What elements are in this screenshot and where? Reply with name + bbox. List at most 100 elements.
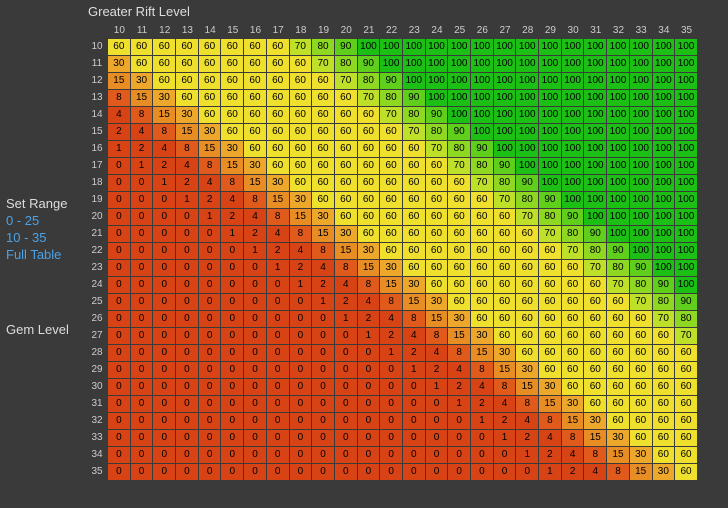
table-row: 2400000000124815306060606060606060708090… [86, 277, 728, 293]
heatmap-cell: 0 [221, 396, 243, 412]
heatmap-cell: 100 [675, 90, 697, 106]
heatmap-cell: 60 [539, 345, 561, 361]
row-header: 21 [86, 226, 108, 242]
heatmap-cell: 60 [244, 90, 266, 106]
heatmap-cell: 0 [221, 311, 243, 327]
heatmap-cell: 1 [131, 158, 153, 174]
heatmap-cell: 100 [630, 175, 652, 191]
heatmap-cell: 80 [562, 226, 584, 242]
heatmap-cell: 100 [448, 56, 470, 72]
heatmap-cell: 60 [403, 192, 425, 208]
heatmap-cell: 90 [516, 175, 538, 191]
heatmap-cell: 60 [290, 141, 312, 157]
heatmap-cell: 100 [380, 56, 402, 72]
heatmap-cell: 1 [199, 209, 221, 225]
heatmap-cell: 60 [221, 39, 243, 55]
heatmap-cell: 100 [607, 73, 629, 89]
heatmap-cell: 60 [494, 277, 516, 293]
heatmap-cell: 4 [426, 345, 448, 361]
heatmap-cell: 0 [267, 447, 289, 463]
heatmap-cell: 15 [426, 311, 448, 327]
table-row: 34000000000000000000124815306060 [86, 447, 728, 463]
heatmap-cell: 100 [653, 226, 675, 242]
range-10-35-link[interactable]: 10 - 35 [6, 229, 67, 246]
heatmap-cell: 100 [630, 73, 652, 89]
heatmap-cell: 15 [607, 447, 629, 463]
heatmap-cell: 0 [221, 260, 243, 276]
heatmap-cell: 0 [448, 447, 470, 463]
heatmap-cell: 0 [108, 447, 130, 463]
heatmap-cell: 60 [562, 345, 584, 361]
heatmap-cell: 8 [290, 226, 312, 242]
heatmap-cell: 0 [176, 277, 198, 293]
heatmap-cell: 100 [584, 141, 606, 157]
heatmap-cell: 30 [630, 447, 652, 463]
heatmap-cell: 8 [471, 362, 493, 378]
heatmap-cell: 60 [244, 39, 266, 55]
heatmap-cell: 60 [562, 294, 584, 310]
heatmap-cell: 90 [584, 226, 606, 242]
table-row: 1800124815306060606060606060708090100100… [86, 175, 728, 191]
heatmap-cell: 100 [426, 39, 448, 55]
heatmap-cell: 0 [516, 464, 538, 480]
heatmap-cell: 0 [358, 396, 380, 412]
heatmap-cell: 0 [131, 396, 153, 412]
full-table-link[interactable]: Full Table [6, 246, 67, 263]
heatmap-cell: 15 [448, 328, 470, 344]
heatmap-cell: 100 [675, 39, 697, 55]
heatmap-cell: 0 [199, 362, 221, 378]
heatmap-cell: 80 [494, 175, 516, 191]
heatmap-cell: 0 [335, 430, 357, 446]
heatmap-cell: 100 [562, 56, 584, 72]
heatmap-cell: 0 [131, 379, 153, 395]
heatmap-cell: 4 [358, 294, 380, 310]
heatmap-cell: 0 [176, 396, 198, 412]
heatmap-cell: 2 [131, 141, 153, 157]
heatmap-cell: 60 [176, 73, 198, 89]
heatmap-cell: 4 [131, 124, 153, 140]
heatmap-cell: 0 [290, 430, 312, 446]
heatmap-cell: 60 [335, 192, 357, 208]
heatmap-cell: 100 [584, 124, 606, 140]
heatmap-cell: 0 [153, 294, 175, 310]
range-0-25-link[interactable]: 0 - 25 [6, 212, 67, 229]
heatmap-cell: 30 [312, 209, 334, 225]
row-header: 24 [86, 277, 108, 293]
row-header: 11 [86, 56, 108, 72]
heatmap-cell: 100 [584, 90, 606, 106]
heatmap-cell: 0 [131, 311, 153, 327]
table-row: 1215306060606060606060708090100100100100… [86, 73, 728, 89]
col-header: 28 [516, 23, 539, 38]
heatmap-cell: 0 [335, 396, 357, 412]
heatmap-cell: 0 [358, 430, 380, 446]
heatmap-cell: 60 [494, 243, 516, 259]
heatmap-cell: 100 [358, 39, 380, 55]
table-row: 2000001248153060606060606060607080901001… [86, 209, 728, 225]
heatmap-cell: 60 [516, 294, 538, 310]
heatmap-cell: 100 [471, 56, 493, 72]
heatmap-cell: 100 [653, 243, 675, 259]
heatmap-cell: 60 [426, 209, 448, 225]
heatmap-cell: 0 [131, 226, 153, 242]
heatmap-cell: 8 [562, 430, 584, 446]
heatmap-cell: 60 [675, 447, 697, 463]
heatmap-cell: 100 [516, 141, 538, 157]
heatmap-cell: 60 [380, 141, 402, 157]
heatmap-cell: 60 [516, 277, 538, 293]
heatmap-cell: 60 [403, 158, 425, 174]
heatmap-cell: 0 [267, 413, 289, 429]
page-title: Greater Rift Level [86, 0, 728, 23]
heatmap-cell: 8 [244, 192, 266, 208]
heatmap-cell: 60 [448, 243, 470, 259]
heatmap-cell: 4 [335, 277, 357, 293]
heatmap-cell: 60 [584, 379, 606, 395]
heatmap-cell: 60 [244, 141, 266, 157]
heatmap-cell: 2 [290, 260, 312, 276]
heatmap-cell: 100 [403, 73, 425, 89]
row-header: 28 [86, 345, 108, 361]
heatmap-cell: 8 [108, 90, 130, 106]
heatmap-cell: 100 [448, 39, 470, 55]
heatmap-cell: 60 [516, 311, 538, 327]
heatmap-cell: 60 [448, 260, 470, 276]
heatmap-cell: 100 [630, 209, 652, 225]
